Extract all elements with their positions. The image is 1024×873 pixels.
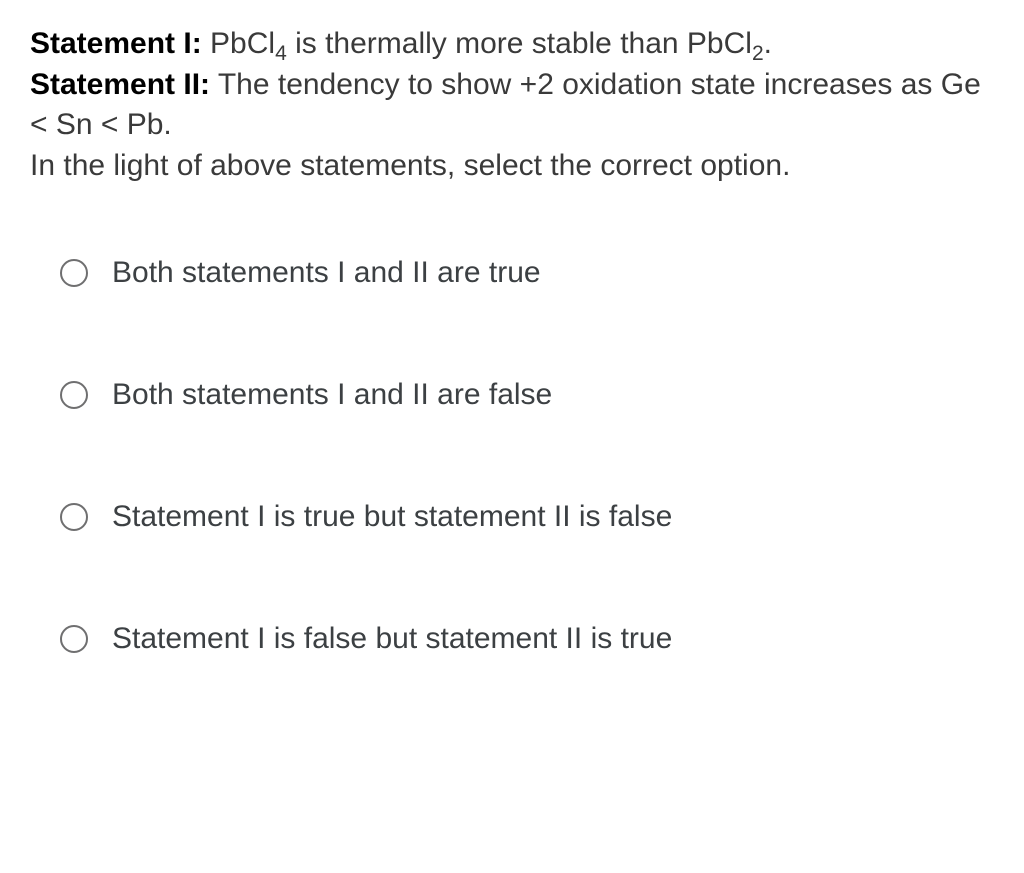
- instruction-text: In the light of above statements, select…: [30, 146, 994, 187]
- statement-1-part2: is thermally more stable than PbCl: [287, 27, 752, 60]
- question-text-block: Statement I: PbCl4 is thermally more sta…: [30, 24, 994, 186]
- option-label: Both statements I and II are false: [112, 378, 552, 412]
- option-label: Statement I is false but statement II is…: [112, 622, 672, 656]
- question-container: Statement I: PbCl4 is thermally more sta…: [0, 0, 1024, 656]
- statement-2: Statement II: The tendency to show +2 ox…: [30, 65, 994, 146]
- option-item[interactable]: Statement I is false but statement II is…: [30, 622, 994, 656]
- radio-icon[interactable]: [60, 381, 88, 409]
- statement-1-part1: PbCl: [202, 27, 275, 60]
- options-list: Both statements I and II are true Both s…: [30, 256, 994, 656]
- statement-1-label: Statement I:: [30, 27, 202, 60]
- option-item[interactable]: Both statements I and II are true: [30, 256, 994, 290]
- radio-icon[interactable]: [60, 259, 88, 287]
- statement-1-part3: .: [764, 27, 772, 60]
- option-item[interactable]: Both statements I and II are false: [30, 378, 994, 412]
- option-item[interactable]: Statement I is true but statement II is …: [30, 500, 994, 534]
- radio-icon[interactable]: [60, 503, 88, 531]
- statement-1: Statement I: PbCl4 is thermally more sta…: [30, 24, 994, 65]
- option-label: Both statements I and II are true: [112, 256, 541, 290]
- statement-1-sub2: 2: [752, 42, 764, 65]
- statement-1-sub1: 4: [275, 42, 287, 65]
- option-label: Statement I is true but statement II is …: [112, 500, 672, 534]
- radio-icon[interactable]: [60, 625, 88, 653]
- statement-2-label: Statement II:: [30, 68, 210, 101]
